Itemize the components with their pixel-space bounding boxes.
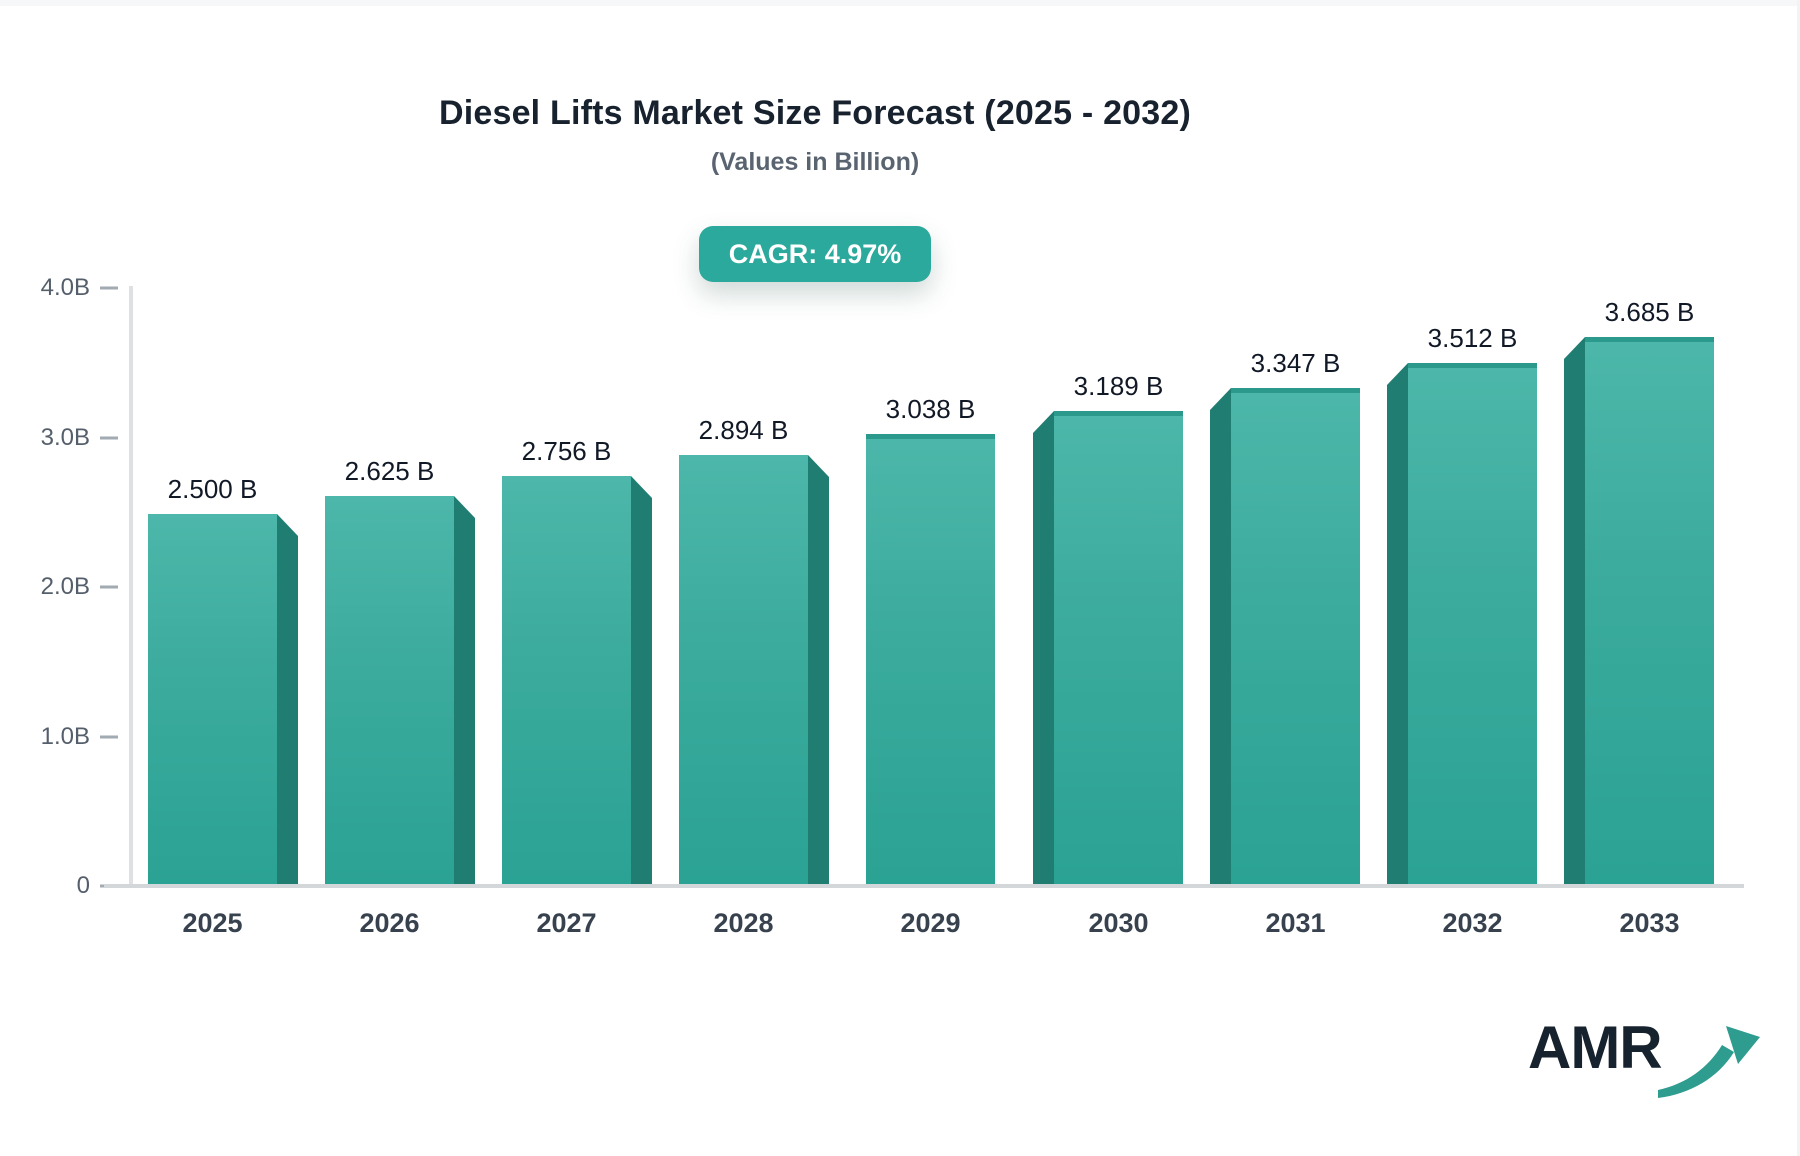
bar-side-face: [1387, 363, 1408, 886]
y-axis-tick-mark: [100, 735, 118, 738]
bar-top-edge: [1408, 363, 1537, 368]
bar-value-label: 2.625 B: [344, 456, 435, 486]
bar: [325, 496, 454, 886]
chart-subtitle: (Values in Billion): [710, 148, 920, 176]
amr-logo: AMR: [1528, 1018, 1766, 1106]
bar: [866, 434, 995, 886]
bar-value-label: 2.894 B: [698, 415, 789, 445]
bar: [679, 455, 808, 886]
y-axis-tick-label: 0: [76, 872, 90, 899]
x-axis-baseline: [104, 884, 1744, 888]
badge-row: CAGR: 4.97%: [0, 226, 1630, 282]
bar-side-face: [1564, 337, 1585, 886]
bar-value-label: 3.512 B: [1427, 323, 1518, 353]
x-axis-tick-label: 2029: [900, 908, 961, 938]
bar-side-face: [1033, 411, 1054, 886]
bar-value-label: 2.756 B: [521, 436, 612, 466]
amr-logo-text: AMR: [1528, 1014, 1663, 1081]
y-axis-line: [129, 286, 133, 886]
x-axis-tick-label: 2032: [1442, 908, 1503, 938]
y-axis-tick-label: 2.0B: [40, 573, 90, 600]
bar-side-face: [631, 476, 652, 886]
y-axis-tick-mark: [100, 286, 118, 290]
bar-value-label: 3.347 B: [1250, 348, 1341, 378]
bar-value-label: 3.189 B: [1073, 371, 1164, 401]
x-axis-tick-label: 2028: [713, 908, 774, 938]
bar-side-face: [277, 514, 298, 886]
bar: [502, 476, 631, 886]
bar-value-label: 3.038 B: [885, 394, 976, 424]
x-axis-tick-label: 2026: [359, 908, 420, 938]
bar-value-label: 2.500 B: [167, 474, 258, 504]
bar-top-edge: [1585, 337, 1714, 342]
x-axis-tick-label: 2027: [536, 908, 597, 938]
growth-arrow-icon: [1657, 1026, 1760, 1098]
y-axis-tick-mark: [100, 585, 118, 589]
y-axis-tick-mark: [100, 436, 118, 439]
bar-side-face: [1210, 388, 1231, 886]
y-axis-tick-label: 4.0B: [40, 274, 90, 301]
x-axis-tick-label: 2030: [1088, 908, 1149, 938]
bar: [148, 514, 277, 886]
bar-side-face: [454, 496, 475, 886]
x-axis-tick-label: 2031: [1265, 908, 1326, 938]
bar: [1408, 363, 1537, 886]
chart-title: Diesel Lifts Market Size Forecast (2025 …: [438, 94, 1192, 132]
bar: [1585, 337, 1714, 886]
bar-value-label: 3.685 B: [1604, 297, 1695, 327]
bar: [1231, 388, 1360, 886]
bar-top-edge: [1054, 411, 1183, 416]
cagr-badge: CAGR: 4.97%: [698, 226, 932, 282]
y-axis-tick-label: 3.0B: [40, 423, 90, 451]
y-axis-tick-label: 1.0B: [40, 722, 90, 750]
bar: [1054, 411, 1183, 886]
bar-top-edge: [1231, 388, 1360, 393]
bar-top-edge: [866, 434, 995, 439]
bar-side-face: [808, 455, 829, 886]
page-top-edge: [0, 0, 1800, 6]
x-axis-tick-label: 2033: [1619, 908, 1680, 938]
page-right-edge: [1797, 0, 1800, 1156]
x-axis-tick-label: 2025: [182, 908, 243, 938]
